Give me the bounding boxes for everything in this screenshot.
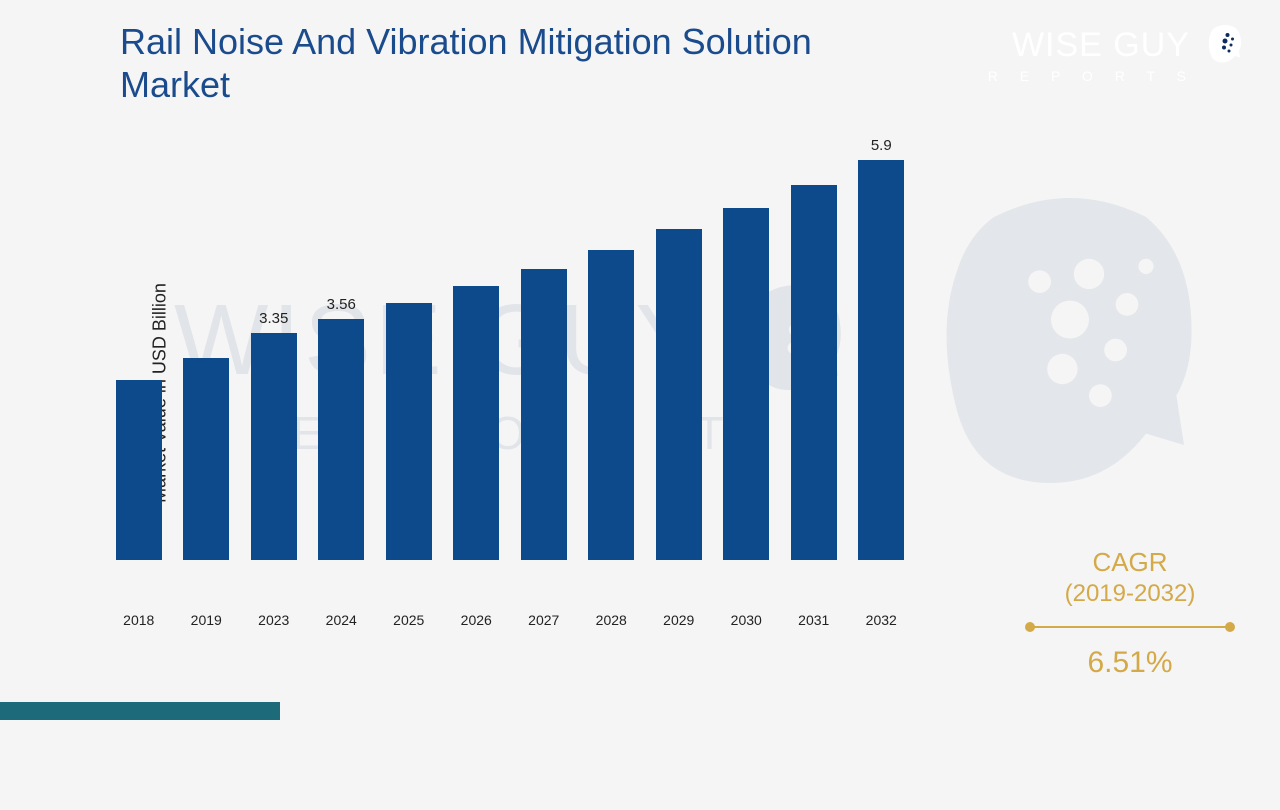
bar-wrap bbox=[713, 140, 781, 560]
head-icon bbox=[1200, 20, 1250, 70]
bar bbox=[453, 286, 499, 560]
cagr-divider bbox=[1030, 626, 1230, 628]
bar-wrap bbox=[780, 140, 848, 560]
bar bbox=[318, 319, 364, 560]
bar bbox=[656, 229, 702, 560]
bar-wrap bbox=[443, 140, 511, 560]
bar bbox=[116, 380, 162, 560]
bar-value-label: 5.9 bbox=[871, 137, 892, 154]
bar-wrap: 3.56 bbox=[308, 140, 376, 560]
bar bbox=[858, 160, 904, 560]
bar bbox=[723, 208, 769, 560]
chart-title: Rail Noise And Vibration Mitigation Solu… bbox=[120, 20, 820, 106]
revenue-chart: Market Value in USD Billion 3.353.565.9 … bbox=[60, 140, 920, 600]
brand-logo: WISE GUY R E P O R T S bbox=[988, 20, 1250, 84]
x-tick-label: 2029 bbox=[645, 612, 713, 628]
bars-container: 3.35 3.56 5.9 bbox=[100, 140, 920, 560]
bar-value-label: 3.35 bbox=[259, 310, 288, 327]
bar bbox=[791, 185, 837, 560]
logo-sub-text: R E P O R T S bbox=[988, 68, 1250, 84]
cagr-value: 6.51% bbox=[1010, 646, 1250, 680]
bar-wrap bbox=[105, 140, 173, 560]
x-tick-label: 2023 bbox=[240, 612, 308, 628]
bar-wrap bbox=[173, 140, 241, 560]
x-axis: 2018201920232024202520262027202820292030… bbox=[100, 612, 920, 628]
x-tick-label: 2026 bbox=[443, 612, 511, 628]
x-tick-label: 2028 bbox=[578, 612, 646, 628]
bar bbox=[521, 269, 567, 560]
x-tick-label: 2024 bbox=[308, 612, 376, 628]
bar bbox=[386, 303, 432, 560]
bar bbox=[183, 358, 229, 560]
bar-value-label: 3.56 bbox=[327, 296, 356, 313]
bar bbox=[251, 333, 297, 560]
x-tick-label: 2032 bbox=[848, 612, 916, 628]
page: WISE GUY R E P O R T S WISE GUY R E P O … bbox=[0, 0, 1280, 720]
bar-wrap: 5.9 bbox=[848, 140, 916, 560]
x-tick-label: 2018 bbox=[105, 612, 173, 628]
plot-area: 3.35 3.56 5.9 bbox=[100, 140, 920, 560]
footer-accent-bar bbox=[0, 702, 280, 720]
bar-wrap: 3.35 bbox=[240, 140, 308, 560]
x-tick-label: 2019 bbox=[173, 612, 241, 628]
x-tick-label: 2030 bbox=[713, 612, 781, 628]
bar bbox=[588, 250, 634, 560]
bar-wrap bbox=[578, 140, 646, 560]
x-tick-label: 2025 bbox=[375, 612, 443, 628]
logo-main-text: WISE GUY bbox=[1012, 26, 1190, 65]
bar-wrap bbox=[375, 140, 443, 560]
cagr-panel: CAGR (2019-2032) 6.51% bbox=[1010, 547, 1250, 680]
x-tick-label: 2031 bbox=[780, 612, 848, 628]
x-tick-label: 2027 bbox=[510, 612, 578, 628]
cagr-title: CAGR bbox=[1010, 547, 1250, 578]
cagr-years: (2019-2032) bbox=[1010, 580, 1250, 608]
bar-wrap bbox=[645, 140, 713, 560]
bar-wrap bbox=[510, 140, 578, 560]
